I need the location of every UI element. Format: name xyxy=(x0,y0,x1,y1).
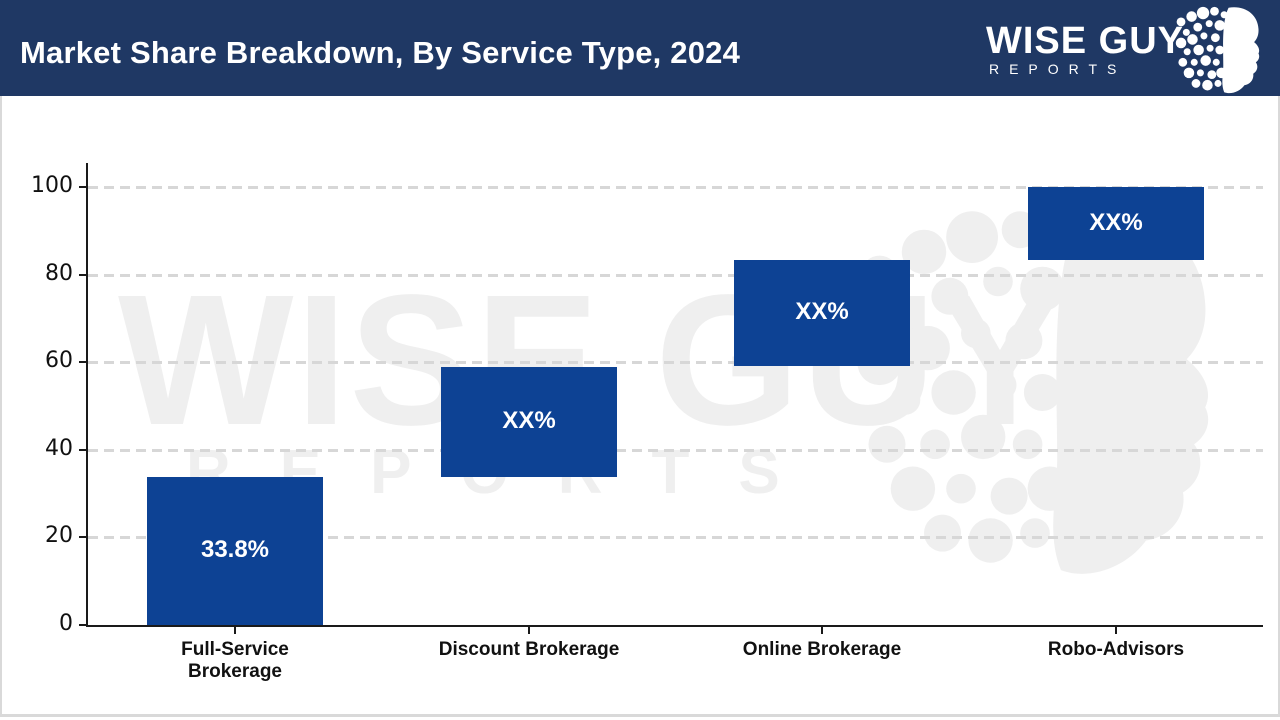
y-axis-tick-40 xyxy=(79,449,88,451)
x-axis-tick xyxy=(821,625,823,634)
bar-value-label: XX% xyxy=(502,407,556,434)
x-axis-category-label: Online Brokerage xyxy=(742,639,902,660)
x-axis-tick xyxy=(234,625,236,634)
y-axis-tick-60 xyxy=(79,361,88,363)
y-axis-tick-80 xyxy=(79,274,88,276)
wiseguy-logo-wordmark: WISE GUY xyxy=(985,19,1184,62)
gridline-40 xyxy=(88,449,1263,452)
wiseguy-logo: WISE GUY REPORTS xyxy=(986,2,1280,94)
header-bar: Market Share Breakdown, By Service Type,… xyxy=(0,0,1280,96)
y-axis-tick-label: 60 xyxy=(45,348,73,373)
y-axis-tick-label: 100 xyxy=(31,173,73,198)
y-axis xyxy=(86,163,88,627)
bar-segment xyxy=(441,367,617,477)
bar-segment xyxy=(734,260,910,366)
gridline-60 xyxy=(88,361,1263,364)
bar-segment xyxy=(147,477,323,625)
y-axis-tick-label: 0 xyxy=(59,611,73,636)
x-axis-tick xyxy=(1115,625,1117,634)
wiseguy-logo-text: WISE GUY REPORTS xyxy=(985,19,1184,78)
y-axis-tick-label: 80 xyxy=(45,261,73,286)
y-axis-tick-0 xyxy=(79,624,88,626)
x-axis-category-label: Full-Service Brokerage xyxy=(181,639,289,682)
x-axis-tick xyxy=(528,625,530,634)
x-axis-category-label: Discount Brokerage xyxy=(438,639,620,660)
bar-segment xyxy=(1028,187,1204,260)
wiseguy-logo-reports-text: REPORTS xyxy=(988,61,1127,78)
x-axis-category-label: Robo-Advisors xyxy=(1047,639,1185,660)
y-axis-tick-100 xyxy=(79,186,88,188)
bar-value-label: XX% xyxy=(1089,209,1143,236)
gridline-100 xyxy=(88,186,1263,189)
page-title: Market Share Breakdown, By Service Type,… xyxy=(20,35,741,70)
gridline-20 xyxy=(88,536,1263,539)
y-axis-tick-label: 40 xyxy=(45,436,73,461)
wiseguy-face-icon xyxy=(1175,6,1260,94)
bar-value-label: XX% xyxy=(795,298,849,325)
gridline-80 xyxy=(88,274,1263,277)
bar-value-label: 33.8% xyxy=(200,536,270,563)
x-axis xyxy=(86,625,1263,627)
y-axis-tick-20 xyxy=(79,536,88,538)
y-axis-tick-label: 20 xyxy=(45,523,73,548)
